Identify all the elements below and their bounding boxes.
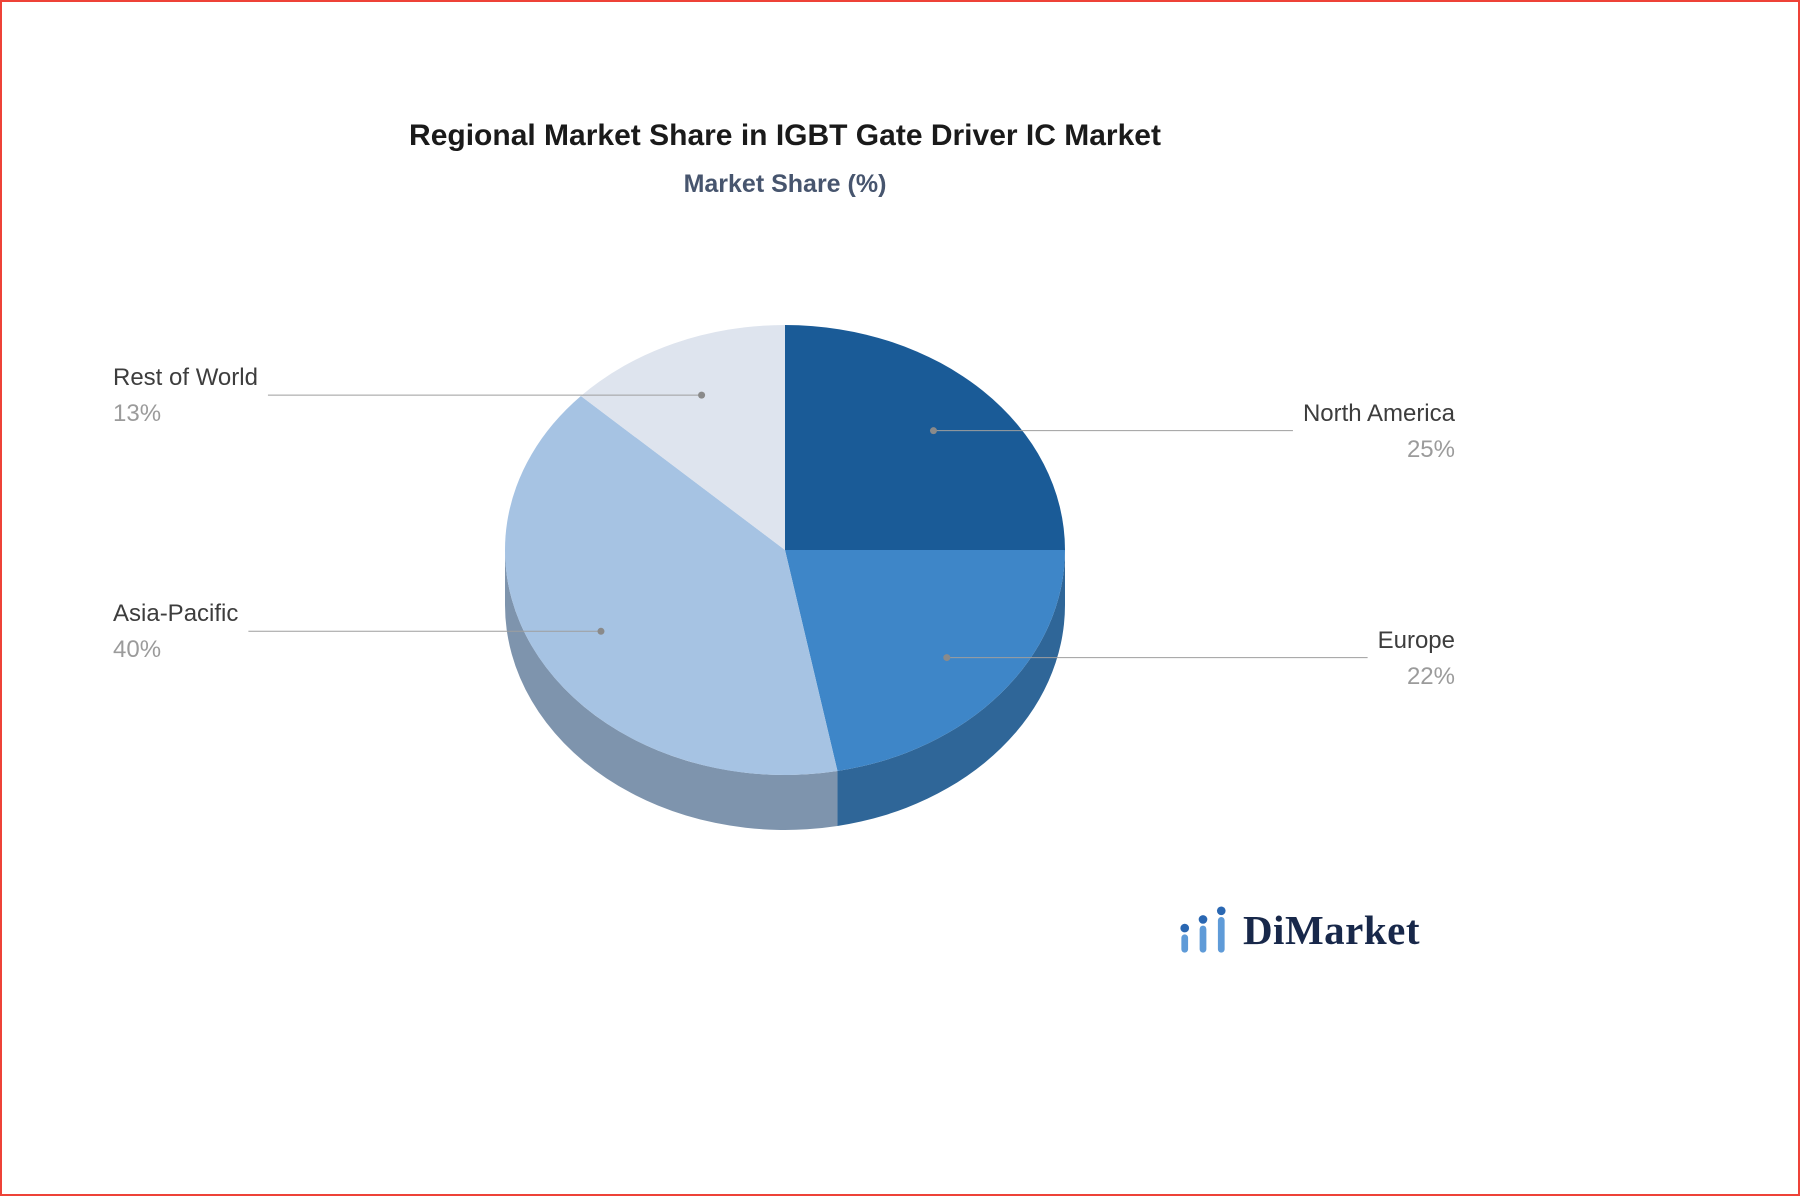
leader-dot-rest-of-world [698, 391, 706, 399]
leader-dot-asia-pacific [597, 627, 605, 635]
chart-subtitle: Market Share (%) [683, 170, 887, 198]
leader-dot-europe [943, 654, 951, 662]
pie-slice-rest-of-world [580, 325, 785, 550]
pie-side-asia-pacific [504, 550, 838, 830]
bar-chart-dots-icon [1180, 906, 1226, 953]
logo-text: DiMarket [1242, 907, 1420, 953]
dimarket-logo: DiMarket [1175, 905, 1420, 955]
pie-slice-north-america [785, 325, 1065, 550]
pie-slice-europe [785, 550, 1065, 772]
chart-title: Regional Market Share in IGBT Gate Drive… [409, 119, 1161, 152]
pie-side-europe [837, 550, 1065, 827]
pie-slice-asia-pacific [504, 395, 838, 776]
leader-dot-north-america [929, 427, 937, 435]
